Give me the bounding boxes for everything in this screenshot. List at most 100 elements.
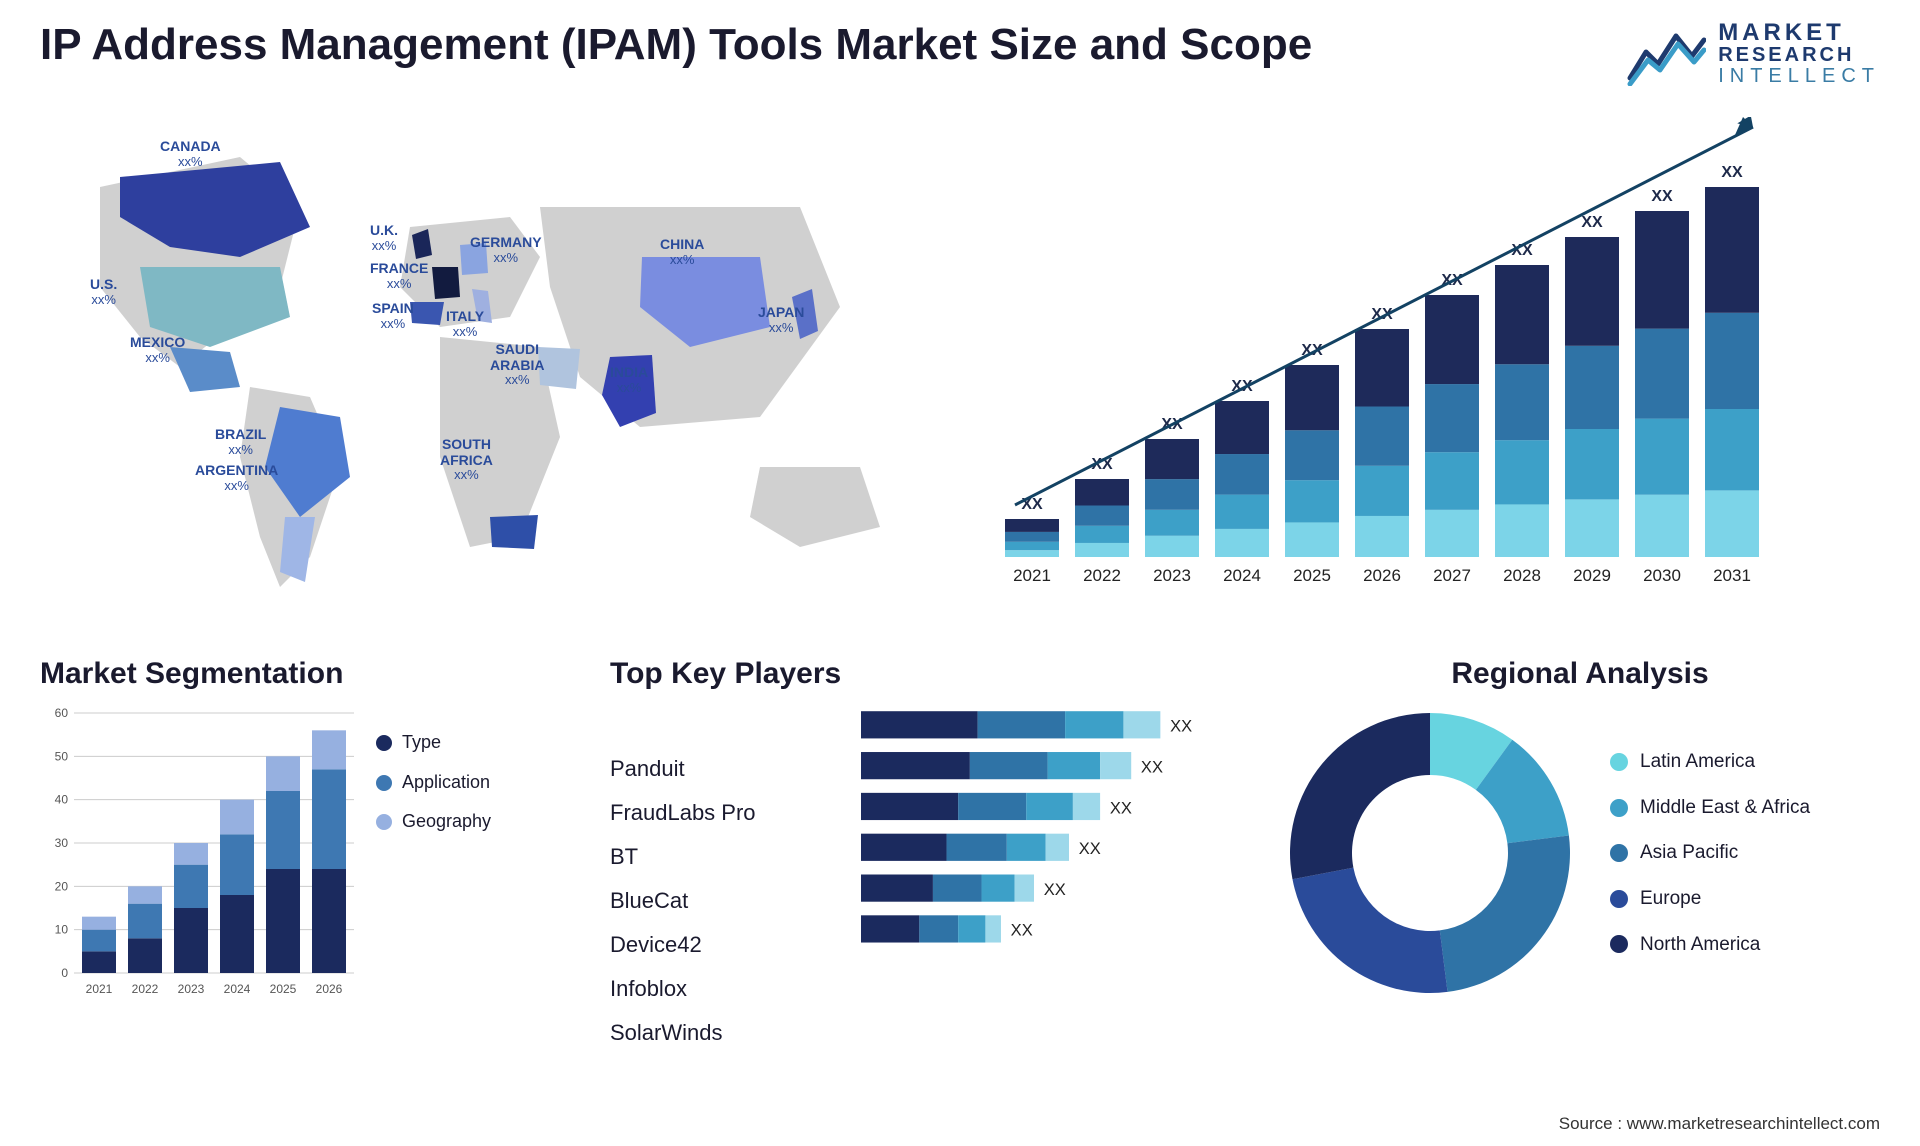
player-name: FraudLabs Pro (610, 791, 841, 835)
svg-text:XX: XX (1044, 880, 1066, 899)
regional-title: Regional Analysis (1280, 657, 1880, 691)
logo-line1: MARKET (1718, 20, 1880, 45)
legend-item: Type (376, 723, 491, 763)
svg-text:2026: 2026 (316, 982, 343, 996)
legend-label: Geography (402, 802, 491, 842)
source-attribution: Source : www.marketresearchintellect.com (1559, 1114, 1880, 1134)
legend-item: Asia Pacific (1610, 830, 1810, 876)
legend-label: North America (1640, 922, 1760, 968)
map-label: MEXICOxx% (130, 335, 185, 365)
svg-text:2024: 2024 (1223, 566, 1261, 585)
legend-item: Europe (1610, 876, 1810, 922)
legend-swatch-icon (1610, 890, 1628, 908)
legend-item: Geography (376, 802, 491, 842)
svg-text:40: 40 (55, 793, 69, 807)
segmentation-chart: 0 10 20 30 40 50 60 2021 2022 2023 2024 2025 2026 (40, 703, 360, 1003)
page-title: IP Address Management (IPAM) Tools Marke… (40, 20, 1312, 70)
legend-label: Latin America (1640, 739, 1755, 785)
legend-label: Application (402, 763, 490, 803)
svg-text:2026: 2026 (1363, 566, 1401, 585)
svg-text:XX: XX (1170, 717, 1192, 736)
map-label: JAPANxx% (758, 305, 804, 335)
map-label: BRAZILxx% (215, 427, 266, 457)
svg-text:XX: XX (1110, 798, 1132, 817)
legend-label: Europe (1640, 876, 1701, 922)
logo-line3: INTELLECT (1718, 66, 1880, 87)
map-label: ITALYxx% (446, 309, 484, 339)
legend-swatch-icon (1610, 844, 1628, 862)
legend-swatch-icon (376, 735, 392, 751)
key-players-title: Top Key Players (610, 657, 841, 691)
legend-label: Type (402, 723, 441, 763)
svg-text:10: 10 (55, 923, 69, 937)
svg-text:XX: XX (1721, 164, 1743, 181)
key-players-panel: Top Key Players PanduitFraudLabs ProBTBl… (610, 657, 1250, 1055)
map-label: SAUDIARABIAxx% (490, 342, 544, 387)
svg-text:2028: 2028 (1503, 566, 1541, 585)
svg-text:2021: 2021 (1013, 566, 1051, 585)
player-name: BlueCat (610, 879, 841, 923)
svg-text:2021: 2021 (86, 982, 113, 996)
map-label: SOUTHAFRICAxx% (440, 437, 493, 482)
logo-line2: RESEARCH (1718, 45, 1880, 66)
legend-swatch-icon (376, 814, 392, 830)
segmentation-panel: Market Segmentation 0 10 20 30 40 50 60 2021 202… (40, 657, 580, 1055)
legend-item: Latin America (1610, 739, 1810, 785)
map-label: U.K.xx% (370, 223, 398, 253)
legend-swatch-icon (1610, 935, 1628, 953)
svg-text:2023: 2023 (178, 982, 205, 996)
regional-legend: Latin AmericaMiddle East & AfricaAsia Pa… (1610, 739, 1810, 967)
legend-label: Middle East & Africa (1640, 785, 1810, 831)
svg-text:XX: XX (1011, 921, 1033, 940)
svg-text:XX: XX (1651, 188, 1673, 205)
svg-text:2022: 2022 (132, 982, 159, 996)
legend-item: Middle East & Africa (1610, 785, 1810, 831)
svg-text:2022: 2022 (1083, 566, 1121, 585)
segmentation-title: Market Segmentation (40, 657, 580, 691)
svg-text:30: 30 (55, 836, 69, 850)
map-label: ARGENTINAxx% (195, 463, 278, 493)
player-name: BT (610, 835, 841, 879)
brand-logo: MARKET RESEARCH INTELLECT (1626, 20, 1880, 87)
svg-text:2023: 2023 (1153, 566, 1191, 585)
regional-panel: Regional Analysis Latin AmericaMiddle Ea… (1280, 657, 1880, 1055)
svg-text:2031: 2031 (1713, 566, 1751, 585)
player-name: Infoblox (610, 967, 841, 1011)
legend-swatch-icon (1610, 799, 1628, 817)
legend-swatch-icon (376, 775, 392, 791)
map-label: SPAINxx% (372, 301, 414, 331)
svg-text:2025: 2025 (1293, 566, 1331, 585)
svg-text:XX: XX (1079, 839, 1101, 858)
svg-text:0: 0 (61, 966, 68, 980)
map-label: FRANCExx% (370, 261, 428, 291)
player-name: SolarWinds (610, 1011, 841, 1055)
map-label: INDIAxx% (610, 365, 648, 395)
svg-text:2025: 2025 (270, 982, 297, 996)
svg-text:2024: 2024 (224, 982, 251, 996)
market-growth-chart: XX2021XX2022XX2023XX2024XX2025XX2026XX20… (950, 117, 1880, 617)
legend-item: North America (1610, 922, 1810, 968)
svg-text:2029: 2029 (1573, 566, 1611, 585)
svg-text:50: 50 (55, 750, 69, 764)
logo-mark-icon (1626, 22, 1706, 86)
player-name: Device42 (610, 923, 841, 967)
segmentation-legend: TypeApplicationGeography (376, 703, 491, 1003)
key-players-list: PanduitFraudLabs ProBTBlueCatDevice42Inf… (610, 703, 841, 1055)
svg-text:XX: XX (1581, 214, 1603, 231)
world-map-panel: CANADAxx% U.S.xx% MEXICOxx% BRAZILxx% ARGENT… (40, 117, 920, 617)
legend-label: Asia Pacific (1640, 830, 1738, 876)
svg-text:XX: XX (1141, 758, 1163, 777)
svg-text:2030: 2030 (1643, 566, 1681, 585)
svg-text:2027: 2027 (1433, 566, 1471, 585)
legend-swatch-icon (1610, 753, 1628, 771)
legend-item: Application (376, 763, 491, 803)
map-label: U.S.xx% (90, 277, 117, 307)
svg-text:20: 20 (55, 880, 69, 894)
svg-text:60: 60 (55, 706, 69, 720)
regional-donut-chart (1280, 703, 1580, 1003)
map-label: CANADAxx% (160, 139, 221, 169)
world-map-icon (40, 117, 920, 617)
map-label: GERMANYxx% (470, 235, 542, 265)
key-players-chart: XX XX XX XX XX XX (861, 707, 1250, 1007)
map-label: CHINAxx% (660, 237, 704, 267)
